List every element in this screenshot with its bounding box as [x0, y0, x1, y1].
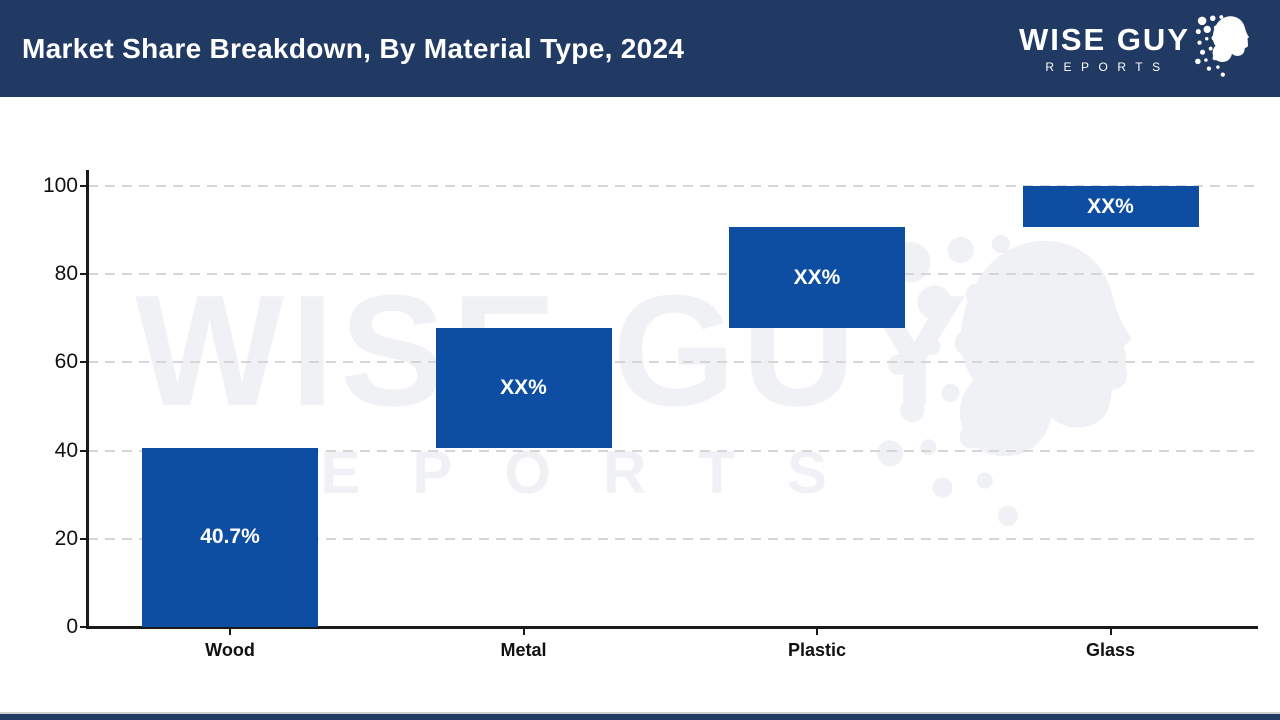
y-tick-label-60: 60: [54, 350, 78, 374]
y-tick-label-20: 20: [54, 526, 78, 550]
y-tickmark-0: [80, 626, 88, 628]
gridline-60: [88, 361, 1258, 364]
brand-text: WISE GUY REPORTS: [1019, 24, 1190, 74]
y-tickmark-100: [80, 185, 88, 187]
bar-value-label-wood: 40.7%: [200, 525, 260, 549]
bar-plastic: XX%: [729, 227, 905, 329]
gridline-100: [88, 185, 1258, 187]
bar-metal: XX%: [435, 328, 612, 448]
x-tick-label-plastic: Plastic: [787, 640, 847, 660]
y-axis-line: [86, 170, 89, 629]
footer-bar: [0, 714, 1280, 720]
gridline-40: [88, 449, 1258, 452]
brand-name: WISE GUY: [1018, 21, 1190, 57]
y-tickmark-20: [80, 537, 88, 540]
y-tickmark-40: [80, 449, 88, 452]
x-tickmark-plastic: [816, 628, 818, 635]
y-tick-label-80: 80: [54, 262, 78, 286]
bar-value-label-glass: XX%: [1087, 194, 1134, 218]
y-tickmark-60: [80, 361, 88, 364]
x-axis-line: [86, 626, 1258, 629]
x-tickmark-glass: [1109, 628, 1112, 635]
x-tickmark-wood: [229, 628, 231, 635]
x-tick-label-glass: Glass: [1085, 640, 1136, 660]
bar-wood: 40.7%: [142, 447, 318, 627]
y-tick-label-40: 40: [54, 438, 78, 462]
x-tickmark-metal: [522, 628, 525, 635]
y-tick-label-100: 100: [42, 174, 78, 197]
x-tick-label-wood: Wood: [205, 640, 255, 660]
x-tick-label-metal: Metal: [500, 640, 547, 660]
footer-divider: [0, 712, 1280, 714]
bar-glass: XX%: [1022, 186, 1199, 227]
header-bar: Market Share Breakdown, By Material Type…: [0, 0, 1280, 97]
brand-logo: WISE GUY REPORTS: [1019, 11, 1258, 87]
brand-subtitle: REPORTS: [1045, 59, 1170, 74]
y-tick-label-0: 0: [66, 615, 78, 638]
bar-value-label-plastic: XX%: [793, 265, 841, 289]
gridline-20: [88, 537, 1258, 540]
bar-value-label-metal: XX%: [500, 375, 547, 399]
gridline-80: [88, 273, 1258, 276]
chart-title: Market Share Breakdown, By Material Type…: [22, 32, 685, 64]
y-tickmark-80: [80, 273, 88, 276]
